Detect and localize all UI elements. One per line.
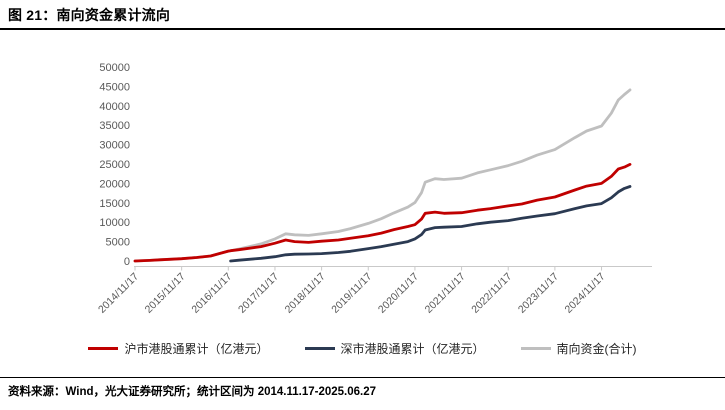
chart-legend: 沪市港股通累计（亿港元） 深市港股通累计（亿港元） 南向资金(合计) [0,340,725,357]
x-axis-tick-label: 2017/11/17 [236,271,281,316]
title-underline [0,28,725,30]
y-axis-tick-label: 0 [124,256,130,268]
y-axis-tick-label: 50000 [99,62,130,74]
x-axis-tick-label: 2015/11/17 [143,271,188,316]
x-axis-tick-label: 2016/11/17 [189,271,234,316]
y-axis-tick-label: 20000 [99,178,130,190]
legend-label: 南向资金(合计) [556,342,637,356]
x-axis-tick-label: 2024/11/17 [563,271,608,316]
y-axis-tick-label: 5000 [106,237,130,249]
source-note: 资料来源：Wind，光大证券研究所；统计区间为 2014.11.17-2025.… [8,386,376,398]
x-axis-tick-label: 2018/11/17 [283,271,328,316]
legend-item-shenzhen-connect: 深市港股通累计（亿港元） [304,340,485,357]
x-axis-tick-label: 2019/11/17 [329,271,374,316]
y-axis-tick-label: 40000 [99,101,130,113]
y-axis-tick-label: 10000 [99,217,130,229]
x-axis-tick-label: 2022/11/17 [469,271,514,316]
legend-label: 沪市港股通累计（亿港元） [124,342,269,356]
figure-title: 图 21：南向资金累计流向 [8,7,171,23]
legend-line-swatch-navy [304,347,335,350]
legend-item-southbound-total: 南向资金(合计) [520,340,637,357]
x-axis-tick-label: 2014/11/17 [96,271,141,316]
shanghai-connect-line [133,162,632,263]
y-axis-tick-label: 25000 [99,159,130,171]
line-chart: 0 5000 10000 15000 20000 25000 30000 35000 40000… [96,62,652,316]
southbound-total-line [133,88,632,263]
legend-line-swatch-gray [520,347,551,350]
y-axis-tick-label: 35000 [99,120,130,132]
x-axis-tick-label: 2020/11/17 [376,271,421,316]
legend-item-shanghai-connect: 沪市港股通累计（亿港元） [88,340,269,357]
shenzhen-connect-line [229,185,632,263]
x-axis-tick-label: 2021/11/17 [423,271,468,316]
legend-line-swatch-red [88,347,119,350]
footer-rule [0,377,725,378]
y-axis-tick-label: 45000 [99,81,130,93]
legend-label: 深市港股通累计（亿港元） [340,342,485,356]
x-axis-tick-label: 2023/11/17 [516,271,561,316]
y-axis-tick-label: 30000 [99,140,130,152]
y-axis-tick-label: 15000 [99,198,130,210]
